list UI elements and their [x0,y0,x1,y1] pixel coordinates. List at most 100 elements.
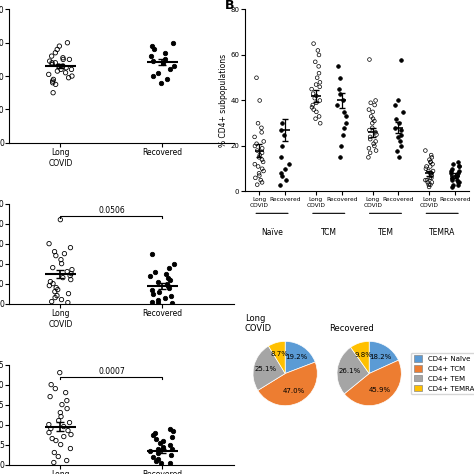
Point [336,74,344,82]
Point [52,385,59,392]
Point [449,160,456,168]
Point [312,99,320,107]
Point [68,65,75,73]
Point [58,296,65,303]
Point [423,163,430,170]
Point [58,401,66,409]
Point [455,170,462,177]
Point [64,427,72,434]
Point [146,272,154,279]
Point [59,274,67,282]
Point [167,451,175,458]
Point [397,126,405,134]
Point [448,183,456,191]
Point [427,181,434,189]
Point [60,433,68,440]
Point [48,298,55,305]
Point [168,433,176,440]
Point [456,179,463,186]
Point [429,160,437,168]
Point [258,145,266,152]
Point [49,79,56,87]
Point [369,108,376,116]
Text: 0.0007: 0.0007 [98,366,125,375]
Point [427,158,434,166]
Point [64,268,71,275]
Point [340,124,347,132]
Point [162,270,170,277]
Wedge shape [344,360,401,406]
Point [45,421,53,428]
Point [154,445,162,452]
Point [48,435,56,442]
Point [166,441,173,448]
Point [57,413,65,420]
Point [51,248,58,255]
Point [392,124,399,132]
Point [49,280,57,287]
Point [254,147,261,155]
Point [50,459,58,466]
Point [310,90,317,98]
Wedge shape [351,341,369,374]
Point [392,115,400,122]
Point [46,282,53,290]
Point [170,39,177,46]
Point [155,278,162,285]
Point [163,76,171,83]
Point [277,126,285,134]
Point [256,97,264,104]
Point [258,165,266,173]
Point [258,156,266,164]
Point [317,119,324,127]
Point [253,140,260,147]
Point [373,131,380,138]
Point [146,447,154,454]
Point [366,149,374,156]
Point [277,170,285,177]
Point [55,42,63,50]
Point [57,256,65,264]
Point [151,268,159,275]
Point [313,74,321,82]
Point [447,170,455,177]
Point [154,69,162,76]
Point [372,97,379,104]
Point [447,167,455,175]
Point [55,417,63,424]
Point [311,94,319,102]
Point [395,154,402,161]
Point [310,106,318,113]
Point [171,260,178,267]
Point [152,435,159,442]
Point [312,81,320,88]
Point [425,167,432,175]
Text: 19.2%: 19.2% [285,354,308,360]
Point [52,81,59,88]
Point [397,56,405,64]
Point [67,270,75,277]
Point [427,158,435,166]
Text: TEM: TEM [377,228,393,237]
Point [54,67,61,75]
Point [57,65,65,73]
Point [56,216,64,223]
Point [391,101,399,109]
Point [308,103,316,111]
Point [64,299,72,306]
Point [366,136,374,143]
Point [253,74,260,82]
Point [159,443,166,450]
Point [166,276,174,283]
Point [429,167,437,175]
Point [336,154,344,161]
Point [62,389,70,396]
Point [260,167,267,175]
Point [254,119,262,127]
Point [258,124,265,132]
Point [148,250,156,257]
Point [157,459,164,466]
Point [67,276,74,283]
Point [426,156,433,164]
Point [148,42,155,50]
